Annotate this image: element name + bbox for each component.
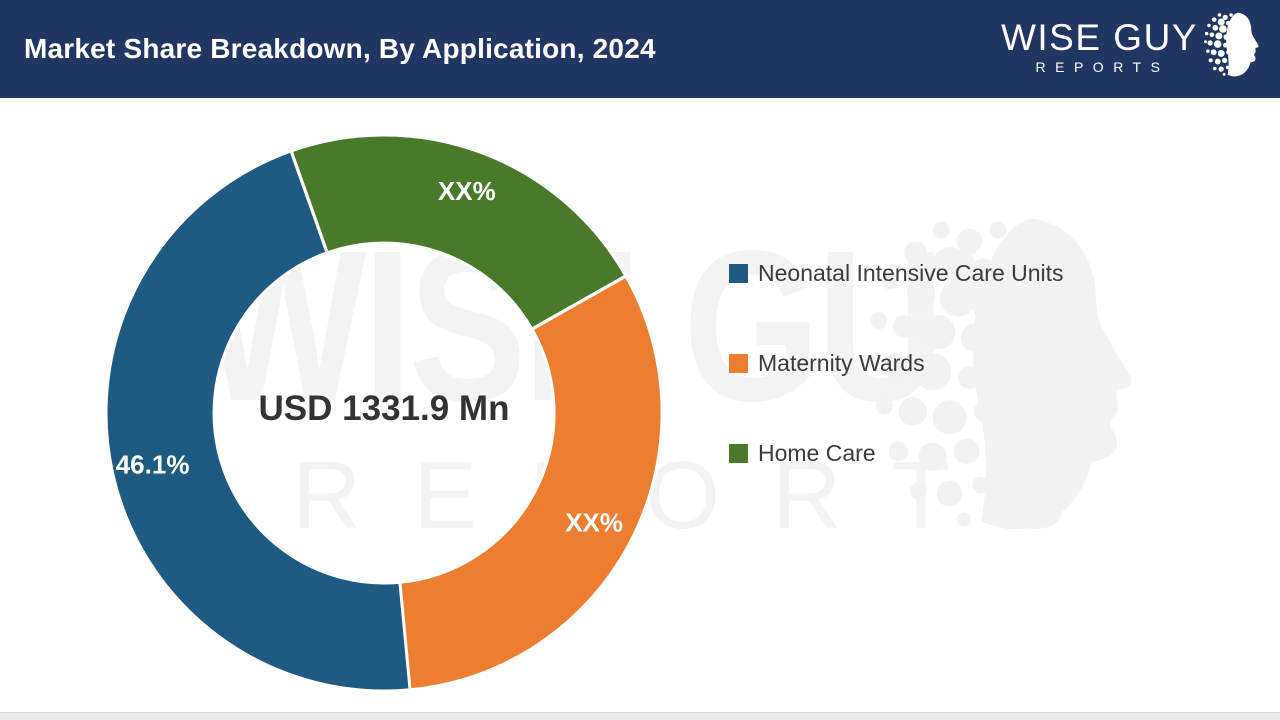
page-title: Market Share Breakdown, By Application, … bbox=[24, 33, 656, 64]
legend-item-maternity: Maternity Wards bbox=[729, 350, 1064, 376]
legend-swatch-icon bbox=[729, 263, 748, 283]
legend-item-homecare: Home Care bbox=[729, 440, 1064, 466]
brand-name-text: WISE GUY bbox=[1000, 16, 1198, 58]
slice-label: 46.1% bbox=[116, 449, 190, 479]
legend-label: Maternity Wards bbox=[758, 349, 925, 376]
legend-label: Neonatal Intensive Care Units bbox=[758, 259, 1064, 286]
donut-slice-maternity-wards bbox=[398, 274, 664, 692]
donut-slice-neonatal-intensive-care-units bbox=[104, 149, 413, 693]
brand-face-icon bbox=[1202, 8, 1266, 86]
brand-wordmark: WISE GUY REPORTS bbox=[1000, 16, 1198, 76]
legend-label: Home Care bbox=[758, 439, 876, 466]
header: Market Share Breakdown, By Application, … bbox=[0, 0, 1280, 98]
legend: Neonatal Intensive Care Units Maternity … bbox=[729, 260, 1064, 466]
legend-swatch-icon bbox=[729, 443, 748, 463]
donut-slice-home-care bbox=[289, 133, 628, 332]
slice-label: XX% bbox=[438, 176, 496, 206]
brand-logo: WISE GUY REPORTS bbox=[1001, 8, 1266, 86]
brand-reports-text: REPORTS bbox=[1035, 59, 1170, 76]
footer-bar bbox=[0, 712, 1280, 720]
donut-chart: 46.1% XX% XX% bbox=[104, 133, 664, 693]
legend-item-neonatal: Neonatal Intensive Care Units bbox=[729, 260, 1064, 286]
slice-label: XX% bbox=[565, 508, 623, 538]
legend-swatch-icon bbox=[729, 353, 748, 373]
